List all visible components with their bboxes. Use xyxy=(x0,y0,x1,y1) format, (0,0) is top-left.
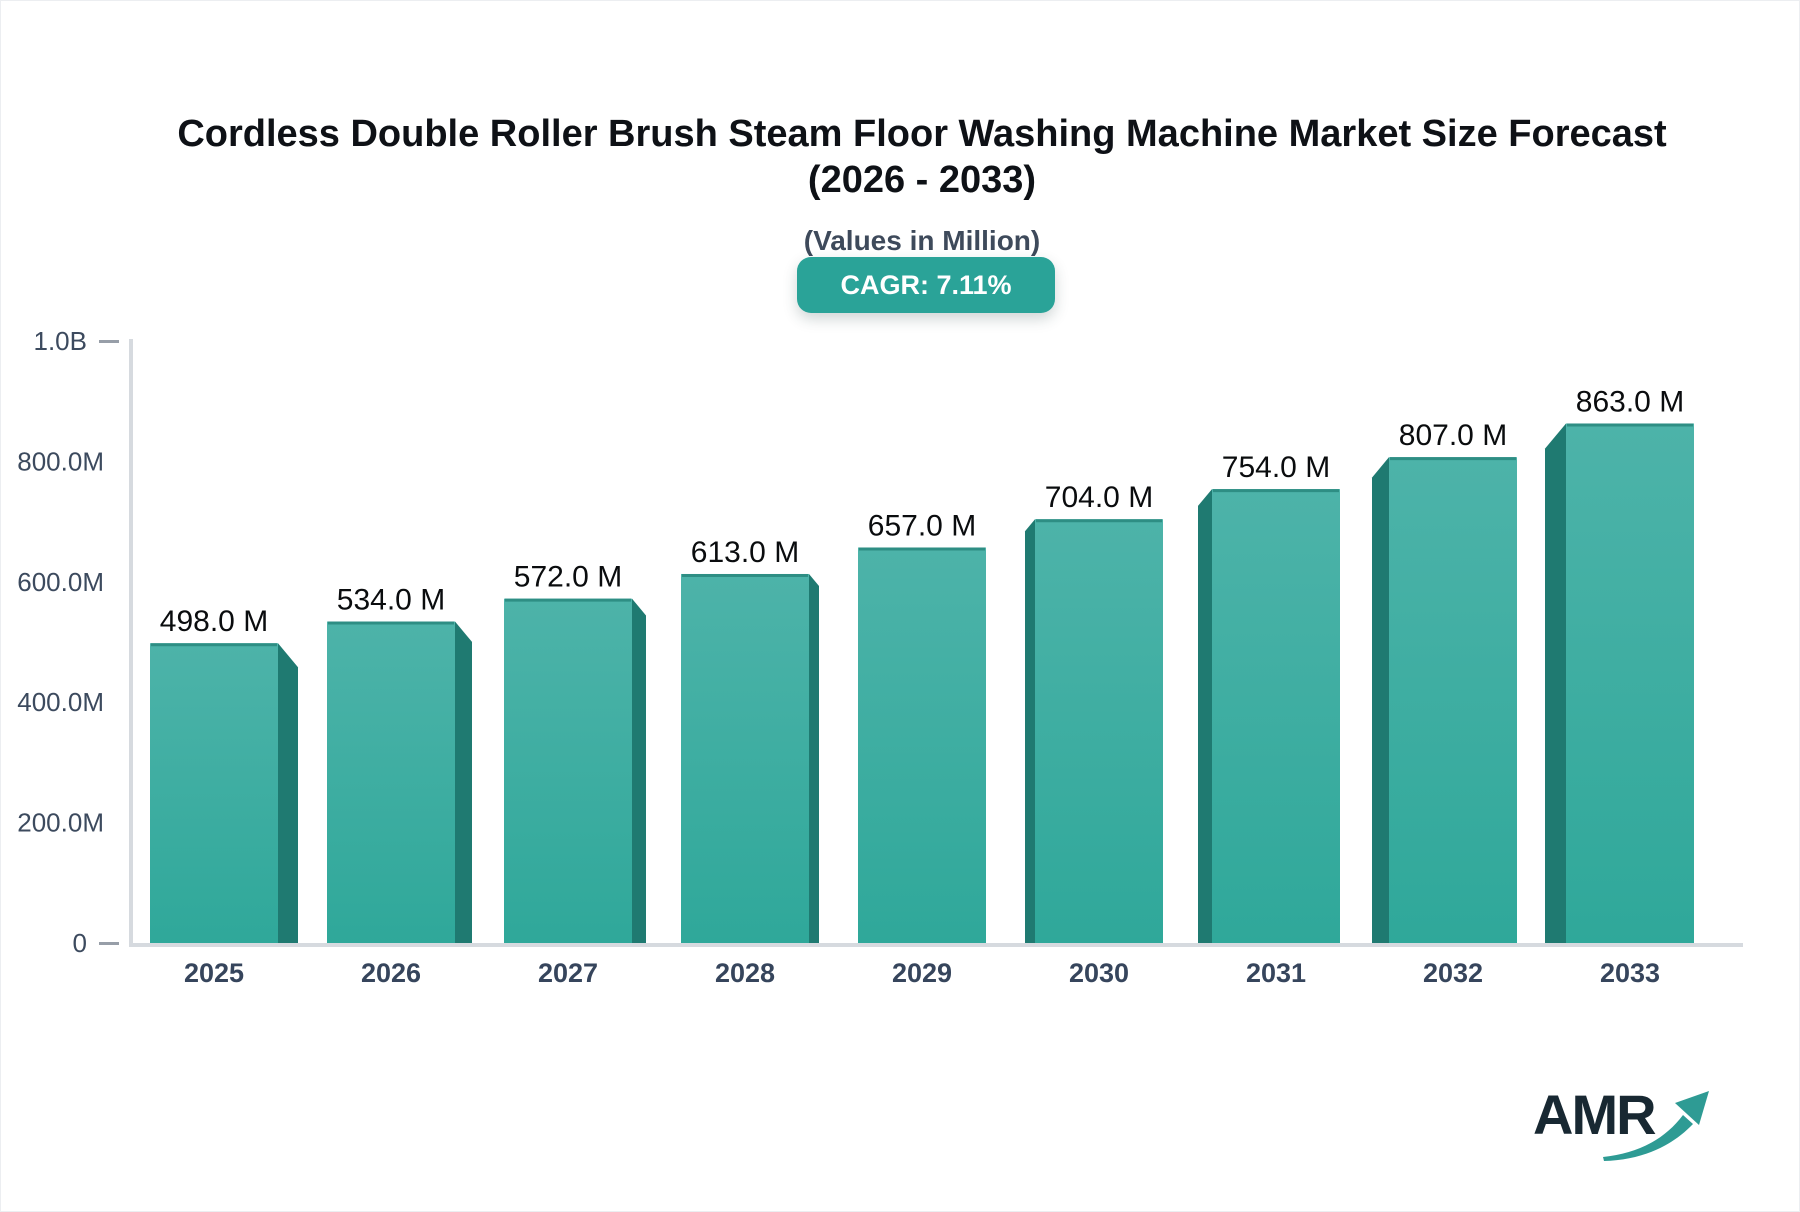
bar-2026[interactable] xyxy=(327,621,455,943)
x-axis-label: 2031 xyxy=(1246,958,1306,988)
y-axis-tick xyxy=(99,942,119,945)
bar-value-label: 498.0 M xyxy=(160,605,268,638)
x-axis-label: 2030 xyxy=(1069,958,1129,988)
bar-chart: 0 200.0M 400.0M 600.0M 800.0M 1.0B 498.0 M 2025… xyxy=(17,326,1743,988)
chart-subtitle: (Values in Million) xyxy=(803,225,1041,256)
y-axis-label: 800.0M xyxy=(17,446,104,476)
y-axis-line xyxy=(129,339,133,947)
bar-2033[interactable] xyxy=(1566,423,1694,943)
chart-title-line2: (2026 - 2033) xyxy=(807,159,1037,201)
bar-value-label: 754.0 M xyxy=(1222,451,1330,484)
bar-side-3d xyxy=(1198,489,1212,943)
bar-value-label: 572.0 M xyxy=(514,561,622,594)
bar-2030[interactable] xyxy=(1035,519,1163,943)
bar-side-3d xyxy=(809,573,819,943)
y-axis-tick xyxy=(99,340,119,343)
x-axis-label: 2026 xyxy=(361,958,421,988)
x-axis-label: 2027 xyxy=(538,958,598,988)
x-axis-label: 2029 xyxy=(892,958,952,988)
bar-value-label: 863.0 M xyxy=(1576,385,1684,418)
x-axis-label: 2033 xyxy=(1600,958,1660,988)
bar-value-label: 704.0 M xyxy=(1045,481,1153,514)
bar-side-3d xyxy=(632,598,646,943)
bar-value-label: 613.0 M xyxy=(691,536,799,569)
x-axis-label: 2025 xyxy=(184,958,244,988)
y-axis-label: 400.0M xyxy=(17,687,104,717)
y-axis-label: 1.0B xyxy=(34,326,88,356)
bar-2028[interactable] xyxy=(681,573,809,943)
x-axis-label: 2028 xyxy=(715,958,775,988)
y-axis-label: 0 xyxy=(73,928,87,958)
bar-2027[interactable] xyxy=(504,598,632,943)
amr-logo: AMR xyxy=(1533,1087,1723,1177)
bar-value-label: 657.0 M xyxy=(868,509,976,542)
y-axis-label: 200.0M xyxy=(17,808,104,838)
bar-2029[interactable] xyxy=(858,547,986,943)
chart-title-line1: Cordless Double Roller Brush Steam Floor… xyxy=(177,113,1667,155)
bar-value-label: 807.0 M xyxy=(1399,419,1507,452)
bar-side-3d xyxy=(1372,457,1389,943)
bar-2032[interactable] xyxy=(1389,457,1517,943)
bar-side-3d xyxy=(278,643,298,943)
cagr-badge: CAGR: 7.11% xyxy=(797,257,1055,313)
x-axis-line xyxy=(129,943,1743,947)
amr-logo-arrow-icon xyxy=(1603,1091,1709,1161)
amr-logo-text: AMR xyxy=(1533,1083,1657,1146)
x-axis-label: 2032 xyxy=(1423,958,1483,988)
cagr-badge-label: CAGR: 7.11% xyxy=(840,270,1012,300)
bar-side-3d xyxy=(455,621,472,943)
bar-2025[interactable] xyxy=(150,643,278,943)
bar-side-3d xyxy=(1545,423,1566,943)
bar-side-3d xyxy=(1025,519,1035,943)
bar-value-label: 534.0 M xyxy=(337,584,445,617)
y-axis-label: 600.0M xyxy=(17,567,104,597)
bar-2031[interactable] xyxy=(1212,489,1340,943)
